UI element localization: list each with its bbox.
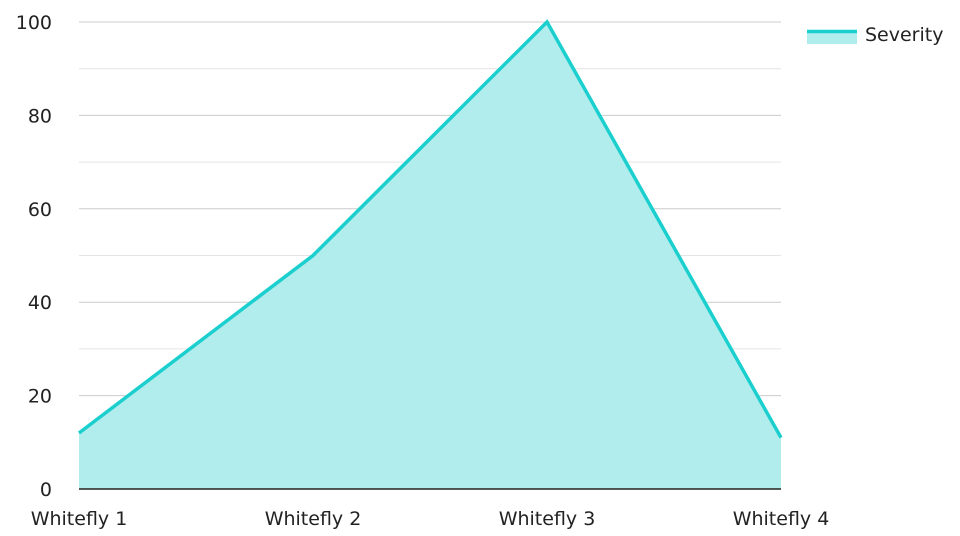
- x-tick-label: Whitefly 1: [31, 508, 128, 530]
- x-tick-label: Whitefly 2: [265, 508, 362, 530]
- y-tick-label: 100: [16, 12, 52, 34]
- y-tick-label: 0: [40, 479, 52, 501]
- legend: Severity: [807, 24, 943, 46]
- x-tick-label: Whitefly 4: [733, 508, 830, 530]
- y-tick-label: 60: [28, 199, 52, 221]
- legend-label-severity: Severity: [865, 24, 943, 46]
- y-tick-label: 20: [28, 386, 52, 408]
- x-tick-label: Whitefly 3: [499, 508, 596, 530]
- y-tick-label: 80: [28, 105, 52, 127]
- y-tick-label: 40: [28, 292, 52, 314]
